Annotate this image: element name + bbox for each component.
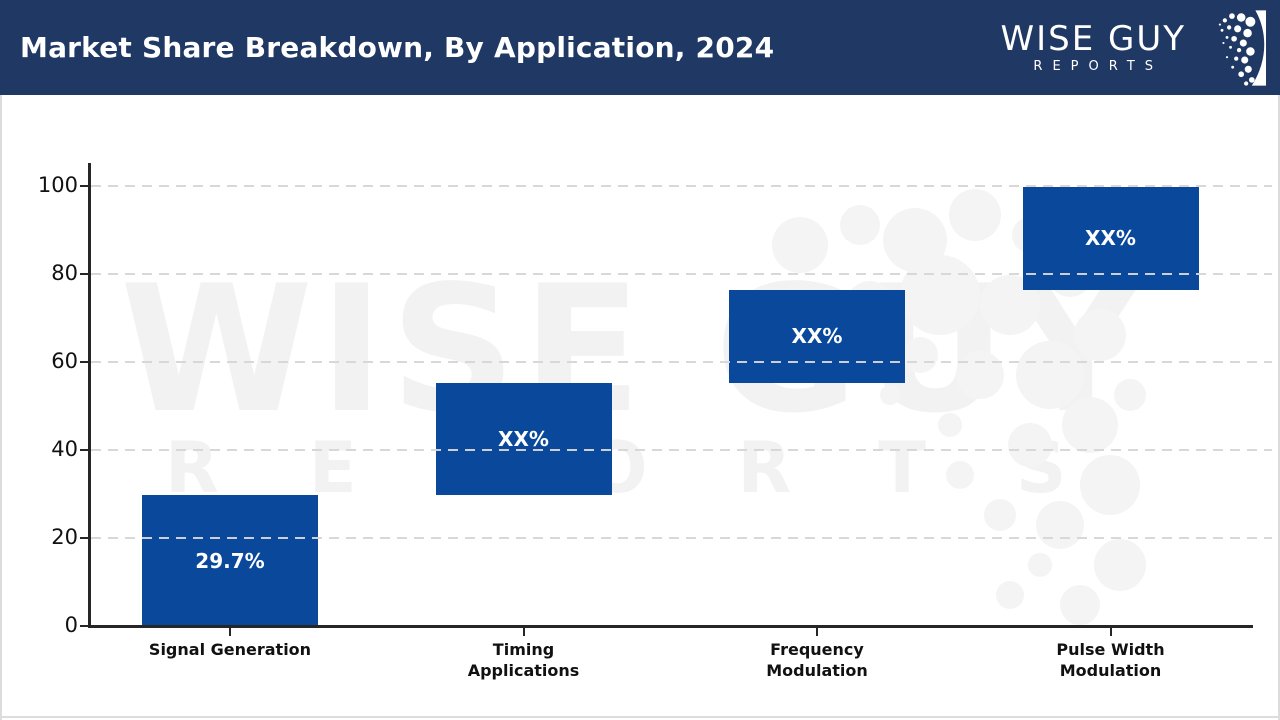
watermark-dot <box>1028 553 1052 577</box>
bar-segment: 29.7% <box>142 495 318 626</box>
gridline <box>91 449 1272 451</box>
frame-edge-bottom <box>0 716 1280 718</box>
y-tick-mark <box>80 361 88 363</box>
wise-guy-head-icon <box>1218 9 1266 86</box>
watermark-dot <box>880 385 900 405</box>
x-tick-mark <box>1109 628 1112 636</box>
watermark-dot <box>996 581 1024 609</box>
bar-segment: XX% <box>435 383 612 496</box>
gridline <box>91 537 1272 539</box>
logo-wordmark: WISE GUY <box>1000 19 1186 59</box>
watermark-dot <box>840 205 880 245</box>
y-tick-mark <box>80 273 88 275</box>
watermark-dot <box>956 351 1004 399</box>
gridline <box>91 185 1272 187</box>
bar-value-label: XX% <box>498 427 549 452</box>
watermark-dot <box>1060 585 1100 625</box>
x-category-label: Signal Generation <box>148 640 312 659</box>
watermark-dot <box>1074 309 1126 361</box>
frame-edge-left <box>0 95 2 720</box>
y-tick-label: 20 <box>51 525 78 549</box>
watermark-dot <box>1008 423 1052 467</box>
y-tick-label: 80 <box>51 261 78 285</box>
y-tick-label: 40 <box>51 437 78 461</box>
watermark-dot <box>900 255 980 335</box>
watermark-dot <box>1094 539 1146 591</box>
logo-subtitle: REPORTS <box>1033 59 1164 74</box>
watermark-dot <box>984 499 1016 531</box>
y-tick-mark <box>80 185 88 187</box>
watermark-subtitle: REPORTS <box>165 427 1157 509</box>
logo-text: WISE GUY REPORTS <box>1000 22 1186 73</box>
watermark-dot <box>1080 455 1140 515</box>
y-tick-mark <box>80 449 88 451</box>
y-tick-label: 100 <box>37 173 78 197</box>
wise-guy-logo: WISE GUY REPORTS <box>1000 5 1266 91</box>
watermark-dot <box>902 337 938 373</box>
x-tick-mark <box>816 628 818 636</box>
watermark-dot <box>938 413 962 437</box>
watermark-dot <box>949 189 1001 241</box>
bar-value-label: 29.7% <box>195 548 265 573</box>
gridline <box>91 361 1272 363</box>
watermark-dot <box>1036 501 1084 549</box>
frame-edge-right <box>1278 95 1280 720</box>
gridline <box>91 273 1272 275</box>
x-tick-mark <box>229 628 231 636</box>
y-tick-label: 0 <box>64 613 78 637</box>
watermark-dot <box>772 217 828 273</box>
x-category-label: Pulse Width Modulation <box>1056 640 1165 680</box>
chart-canvas: WISE GUY REPORTS 0 20 40 60 80 100 29.7% Signal… <box>0 95 1280 720</box>
y-tick-mark <box>80 625 88 627</box>
page-title: Market Share Breakdown, By Application, … <box>20 31 775 64</box>
y-tick-label: 60 <box>51 349 78 373</box>
bar-segment: XX% <box>1022 186 1199 290</box>
x-category-label: Frequency Modulation <box>766 640 868 680</box>
watermark-dot <box>1062 397 1118 453</box>
bar-value-label: XX% <box>1085 226 1136 251</box>
y-tick-mark <box>80 537 88 539</box>
watermark-dot <box>1016 341 1084 409</box>
watermark-dot <box>1114 379 1146 411</box>
watermark-dot <box>946 461 974 489</box>
header-bar: Market Share Breakdown, By Application, … <box>0 0 1280 95</box>
x-tick-mark <box>522 628 525 636</box>
bar-value-label: XX% <box>791 324 843 349</box>
y-axis-line <box>88 163 91 628</box>
bar-segment: XX% <box>729 289 905 384</box>
x-category-label: Timing Applications <box>467 640 580 680</box>
x-axis-line <box>88 625 1253 628</box>
